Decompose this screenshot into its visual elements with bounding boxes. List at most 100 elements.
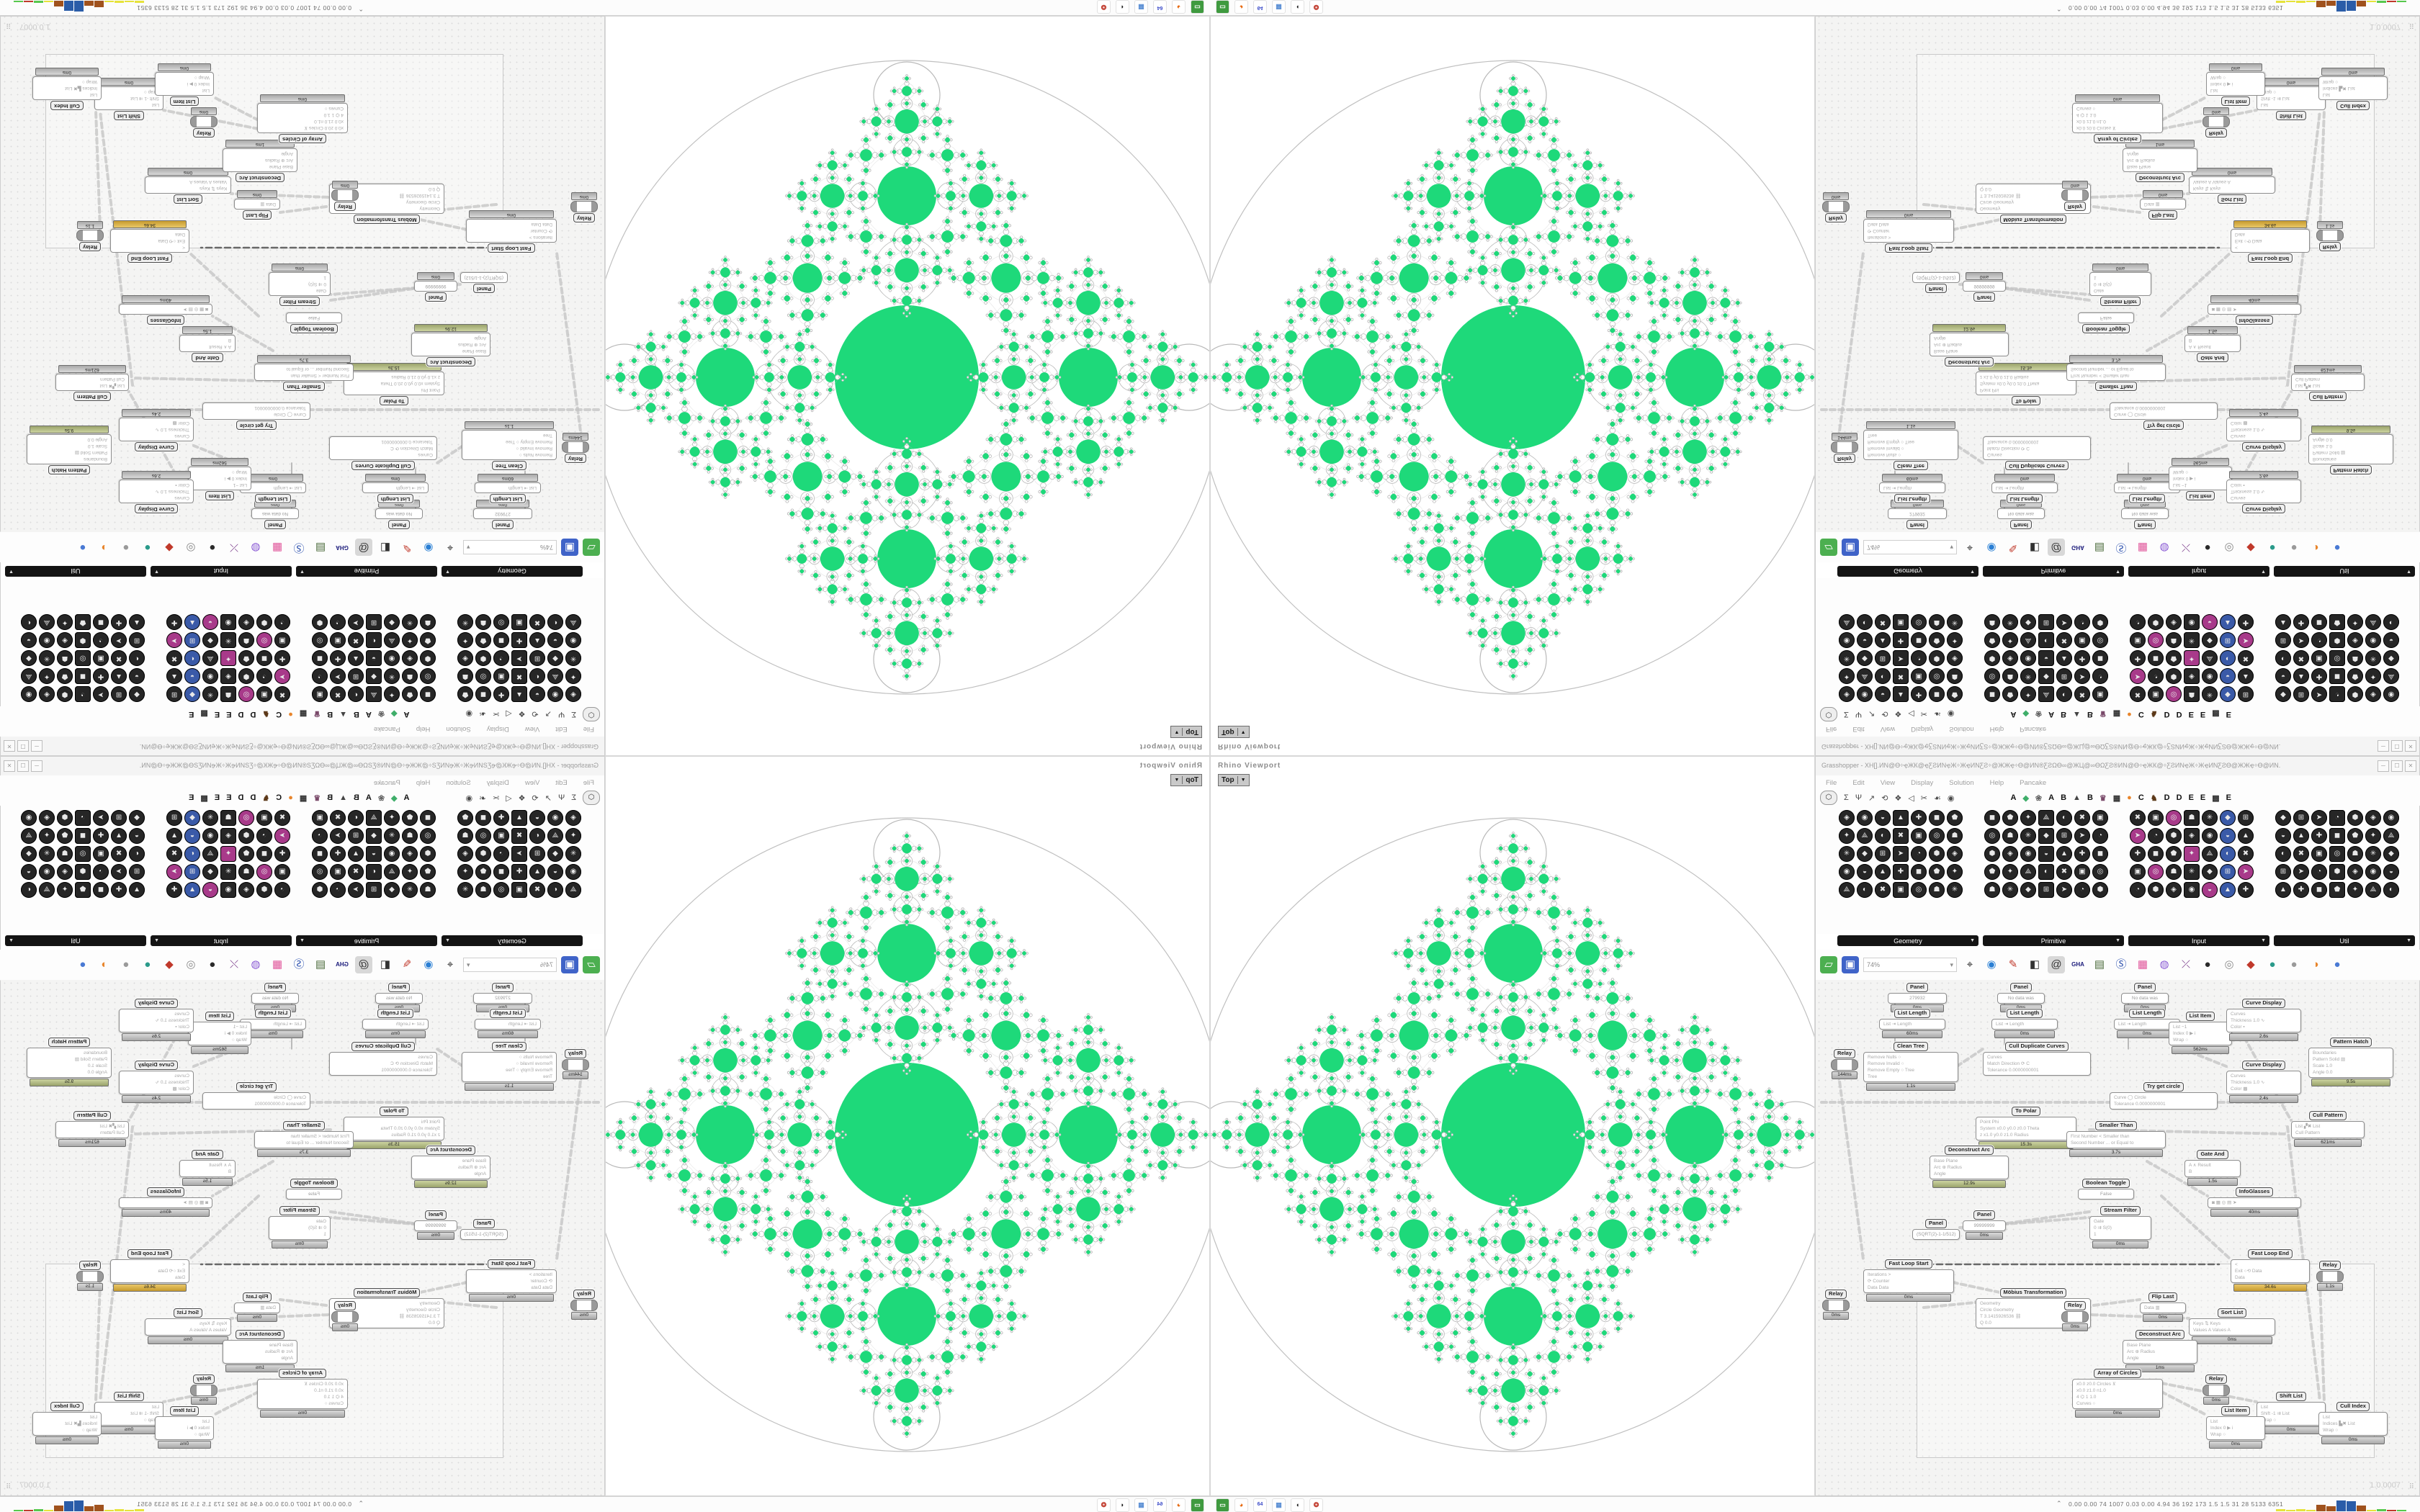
save-icon[interactable]: ▣ bbox=[1842, 956, 1859, 973]
palette-icon[interactable]: ◉ bbox=[1839, 864, 1855, 880]
category-tab-icon-1[interactable]: Ψ bbox=[1855, 710, 1863, 719]
plugin-tab-12[interactable]: D bbox=[2164, 710, 2170, 719]
palette-icon[interactable]: ▣ bbox=[2148, 686, 2164, 702]
palette-icon[interactable]: ⬢ bbox=[75, 864, 91, 880]
palette-icon[interactable]: ➤ bbox=[511, 650, 527, 666]
gh-node-panel[interactable]: Panel No data was 0ms bbox=[375, 983, 423, 1012]
palette-icon[interactable]: ◉ bbox=[21, 810, 37, 826]
menu-display[interactable]: Display bbox=[486, 725, 509, 734]
palette-icon[interactable]: ◆ bbox=[2275, 686, 2291, 702]
palette-icon[interactable]: ⬟ bbox=[2002, 686, 2018, 702]
palette-icon[interactable]: ⟁ bbox=[547, 828, 563, 844]
plugin-tab-8[interactable]: ▦ bbox=[299, 793, 308, 803]
palette-icon[interactable]: ✳ bbox=[457, 614, 473, 630]
palette-icon[interactable]: ◒ bbox=[202, 614, 218, 630]
palette-icon[interactable]: ◐ bbox=[1857, 614, 1873, 630]
palette-icon[interactable]: ◈ bbox=[57, 632, 73, 648]
plugin-tab-10[interactable]: C bbox=[2138, 793, 2144, 802]
category-tab-icon-7[interactable]: ☙ bbox=[1934, 709, 1941, 719]
ball-blue-icon[interactable]: ● bbox=[79, 958, 86, 971]
palette-icon[interactable]: ✳ bbox=[2184, 632, 2200, 648]
category-tab-icon-1[interactable]: Ψ bbox=[1855, 793, 1863, 802]
palette-icon[interactable]: ▲ bbox=[2238, 668, 2254, 684]
palette-icon[interactable]: ◐ bbox=[2275, 650, 2291, 666]
gimp-icon[interactable]: ◖ bbox=[1116, 0, 1129, 14]
gh-node-panel[interactable]: Panel 99999999 0ms bbox=[1963, 1210, 2006, 1240]
palette-icon[interactable]: ➤ bbox=[511, 846, 527, 862]
drive-icon[interactable]: ▭ bbox=[1216, 1498, 1229, 1512]
palette-icon[interactable]: ◉ bbox=[2202, 668, 2218, 684]
palette-category-bar-util[interactable]: Util ▼ bbox=[2274, 935, 2415, 946]
palette-icon[interactable]: ☗ bbox=[1929, 614, 1945, 630]
gh-node-boolean-toggle[interactable]: Boolean Toggle False bbox=[286, 312, 342, 333]
palette-icon[interactable]: ◒ bbox=[2275, 828, 2291, 844]
gh-node-relay[interactable]: Relay 0ms bbox=[189, 1374, 218, 1405]
gh-node-curve-display[interactable]: Curve Display Curves Thickness 1.0 ∿ Color … bbox=[2226, 409, 2301, 451]
palette-icon[interactable]: ◈ bbox=[2184, 828, 2200, 844]
palette-icon[interactable]: ☗ bbox=[1947, 668, 1963, 684]
viewport-tab-top[interactable]: Top ▼ bbox=[1170, 726, 1202, 738]
viewport-tab-top[interactable]: Top ▼ bbox=[1218, 774, 1250, 786]
palette-icon[interactable]: ⊞ bbox=[111, 810, 127, 826]
menu-solution[interactable]: Solution bbox=[446, 725, 471, 734]
palette-icon[interactable]: ◒ bbox=[2383, 864, 2399, 880]
ball-orange-icon[interactable]: ◑ bbox=[101, 541, 108, 554]
palette-icon[interactable]: ⟁ bbox=[2020, 632, 2036, 648]
palette-icon[interactable]: ◈ bbox=[2347, 864, 2363, 880]
menu-display[interactable]: Display bbox=[1911, 778, 1934, 787]
palette-icon[interactable]: ☗ bbox=[1984, 614, 2000, 630]
palette-icon[interactable]: ☗ bbox=[238, 632, 254, 648]
ball-teal-icon[interactable]: ● bbox=[144, 541, 151, 554]
category-tab-icon-0[interactable]: Σ bbox=[571, 710, 576, 719]
palette-icon[interactable]: ◔ bbox=[256, 668, 272, 684]
gh-node-shift-list[interactable]: Shift List List Shift -1 ⇉ List Wrap ○ 0ms bbox=[2257, 1392, 2326, 1434]
category-tab-icon-2[interactable]: ↗ bbox=[544, 709, 552, 719]
palette-icon[interactable]: ▣ bbox=[330, 632, 346, 648]
palette-icon[interactable]: ◎ bbox=[1984, 828, 2000, 844]
palette-icon[interactable]: ⟁ bbox=[1857, 828, 1873, 844]
palette-icon[interactable]: ◒ bbox=[129, 668, 145, 684]
palette-icon[interactable]: ◆ bbox=[384, 614, 400, 630]
palette-icon[interactable]: ◉ bbox=[547, 686, 563, 702]
palette-icon[interactable]: ▲ bbox=[2275, 882, 2291, 898]
palette-category-bar-input[interactable]: Input ▼ bbox=[2128, 935, 2269, 946]
palette-icon[interactable]: ◐ bbox=[2275, 846, 2291, 862]
gh-node-relay[interactable]: Relay 1.1s bbox=[76, 221, 104, 251]
plugin-tab-8[interactable]: ▦ bbox=[2112, 793, 2121, 803]
palette-icon[interactable]: ⟁ bbox=[2038, 686, 2054, 702]
palette-icon[interactable]: ✳ bbox=[402, 882, 418, 898]
palette-icon[interactable]: ◔ bbox=[2329, 686, 2345, 702]
palette-icon[interactable]: ✦ bbox=[2184, 846, 2200, 862]
palette-icon[interactable]: ◔ bbox=[2311, 864, 2327, 880]
palette-icon[interactable]: ✖ bbox=[2130, 810, 2146, 826]
palette-icon[interactable]: ◎ bbox=[2092, 864, 2108, 880]
gha-icon[interactable]: GHA bbox=[2071, 544, 2084, 551]
palette-icon[interactable]: ⬟ bbox=[2347, 668, 2363, 684]
gh-node-fast-loop-end[interactable]: Fast Loop End < Exit ○⟲ Data Data 34.6s bbox=[110, 220, 189, 263]
gh-node-cull-pattern[interactable]: Cull Pattern List ▞✖ List Cull Pattern 621m… bbox=[55, 1111, 129, 1147]
palette-icon[interactable]: ✳ bbox=[220, 632, 236, 648]
gh-node-cull-index[interactable]: Cull Index List Indices ▙✖ List Wrap ○ 0ms bbox=[2318, 68, 2388, 110]
palette-icon[interactable]: ⟁ bbox=[2020, 864, 2036, 880]
shaded-icon[interactable]: ◧ bbox=[2029, 958, 2040, 971]
palette-icon[interactable]: ⬟ bbox=[2166, 846, 2182, 862]
drive-icon[interactable]: ▭ bbox=[1191, 1498, 1204, 1512]
gh-node-deconstruct-arc[interactable]: Deconstruct Arc Base Plane Arc ⊕ Radius Ang… bbox=[411, 1146, 490, 1188]
plugin-tab-17[interactable]: E bbox=[2226, 793, 2231, 802]
gh-node-clean-tree[interactable]: Clean Tree Remove Nulls ○ Remove Invalid ○… bbox=[462, 421, 557, 470]
menu-file[interactable]: File bbox=[583, 725, 594, 734]
ball-gray-icon[interactable]: ● bbox=[2290, 958, 2298, 971]
gh-node-list-item[interactable]: List Item List Index 0 ▶ i Wrap ○ 0ms bbox=[155, 63, 214, 106]
palette-icon[interactable]: ◔ bbox=[312, 828, 328, 844]
palette-icon[interactable]: ◆ bbox=[202, 632, 218, 648]
palette-icon[interactable]: ▲ bbox=[2220, 614, 2236, 630]
palette-icon[interactable]: ⬟ bbox=[75, 882, 91, 898]
palette-icon[interactable]: ⟁ bbox=[547, 668, 563, 684]
palette-icon[interactable]: ▲ bbox=[2056, 846, 2072, 862]
gh-node-panel[interactable]: Panel No data was 0ms bbox=[375, 500, 423, 529]
plugin-tab-10[interactable]: C bbox=[276, 710, 282, 719]
palette-icon[interactable]: ◈ bbox=[220, 668, 236, 684]
gh-node-curve-display[interactable]: Curve Display Curves Thickness 1.0 ∿ Color … bbox=[2226, 1061, 2301, 1103]
gh-node-flip-last[interactable]: Flip Last Data ▥ 0ms bbox=[234, 190, 280, 220]
palette-icon[interactable]: ◎ bbox=[75, 846, 91, 862]
